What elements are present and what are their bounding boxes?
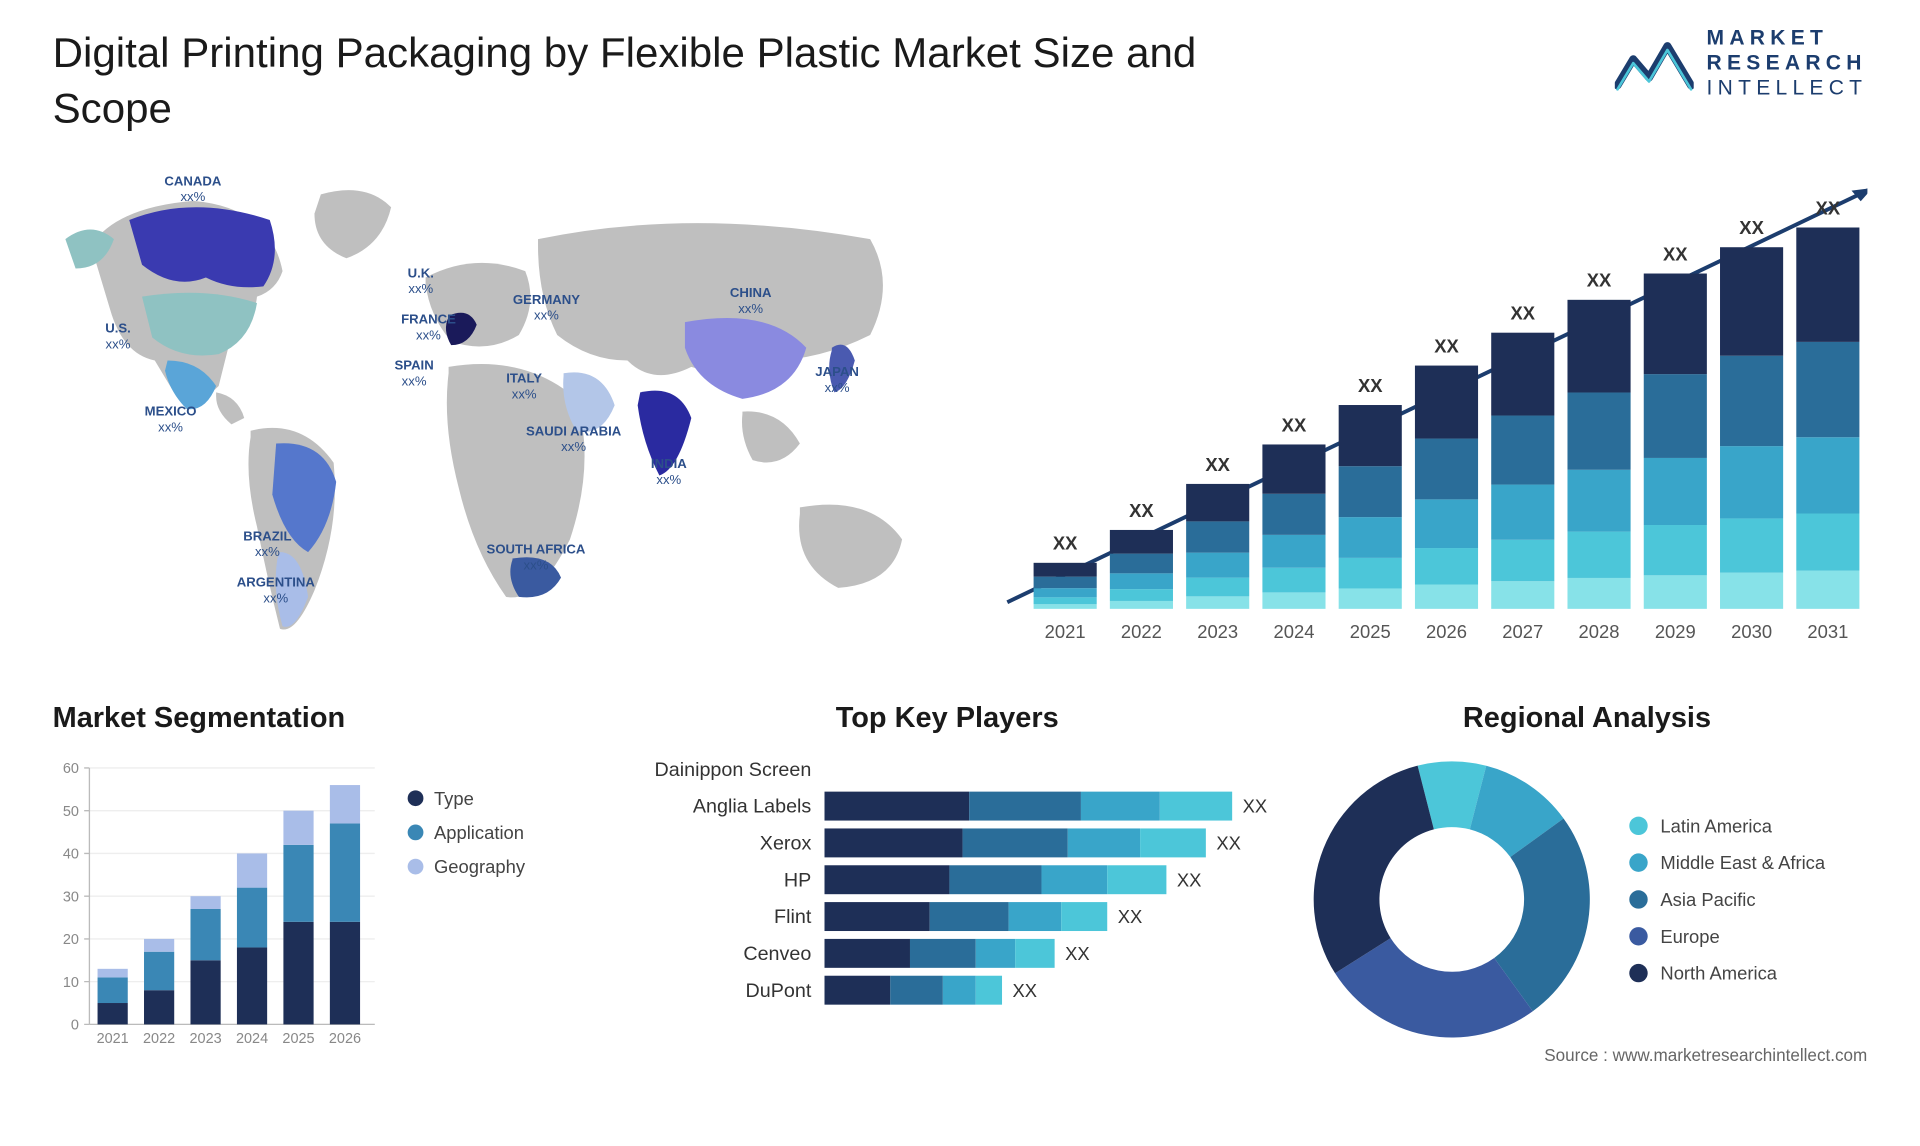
svg-text:2024: 2024 bbox=[1273, 621, 1314, 642]
svg-text:XX: XX bbox=[1129, 500, 1154, 521]
brand-logo: MARKET RESEARCH INTELLECT bbox=[1614, 26, 1867, 102]
segmentation-section: Market Segmentation 0 10 20 30 40 50 60 2021 202… bbox=[53, 701, 588, 1057]
svg-text:2026: 2026 bbox=[1426, 621, 1467, 642]
svg-text:2021: 2021 bbox=[1045, 621, 1086, 642]
player-row: Xerox XX bbox=[627, 829, 1267, 858]
map-label: CANADAxx% bbox=[164, 175, 221, 207]
regional-legend-item: Europe bbox=[1629, 926, 1825, 947]
map-label: ARGENTINAxx% bbox=[237, 576, 315, 608]
svg-text:0: 0 bbox=[71, 1018, 79, 1034]
map-label: FRANCExx% bbox=[401, 313, 456, 345]
player-row: Cenveo XX bbox=[627, 939, 1267, 968]
regional-section: Regional Analysis Latin America Middle Ea… bbox=[1307, 701, 1868, 1057]
svg-text:50: 50 bbox=[63, 804, 79, 820]
donut-chart bbox=[1307, 755, 1596, 1044]
svg-text:2026: 2026 bbox=[329, 1031, 361, 1047]
page-title: Digital Printing Packaging by Flexible P… bbox=[53, 26, 1237, 135]
segmentation-legend-item: Type bbox=[408, 788, 525, 809]
svg-text:20: 20 bbox=[63, 932, 79, 948]
regional-legend-item: Latin America bbox=[1629, 816, 1825, 837]
player-name: Flint bbox=[627, 906, 811, 928]
players-section: Top Key Players Dainippon Screen Anglia L… bbox=[627, 701, 1267, 1057]
svg-text:XX: XX bbox=[1053, 533, 1078, 554]
source-text: Source : www.marketresearchintellect.com bbox=[1544, 1045, 1867, 1065]
player-name: HP bbox=[627, 869, 811, 891]
player-row: DuPont XX bbox=[627, 976, 1267, 1005]
player-value: XX bbox=[1118, 906, 1143, 927]
svg-text:2025: 2025 bbox=[1350, 621, 1391, 642]
map-label: GERMANYxx% bbox=[513, 293, 580, 325]
logo-text-1: MARKET bbox=[1707, 26, 1868, 51]
svg-text:XX: XX bbox=[1205, 454, 1230, 475]
svg-text:XX: XX bbox=[1816, 198, 1841, 219]
svg-text:XX: XX bbox=[1282, 415, 1307, 436]
svg-text:2022: 2022 bbox=[1121, 621, 1162, 642]
map-label: SAUDI ARABIAxx% bbox=[526, 425, 621, 457]
player-row: HP XX bbox=[627, 866, 1267, 895]
player-name: Dainippon Screen bbox=[627, 758, 811, 780]
map-label: JAPANxx% bbox=[815, 366, 859, 398]
segmentation-title: Market Segmentation bbox=[53, 701, 588, 735]
svg-text:10: 10 bbox=[63, 975, 79, 991]
svg-text:60: 60 bbox=[63, 761, 79, 777]
map-label: SOUTH AFRICAxx% bbox=[487, 543, 586, 575]
svg-text:XX: XX bbox=[1587, 270, 1612, 291]
player-row: Anglia Labels XX bbox=[627, 792, 1267, 821]
map-label: BRAZILxx% bbox=[243, 530, 291, 562]
logo-text-2: RESEARCH bbox=[1707, 52, 1868, 77]
map-label: U.K.xx% bbox=[408, 267, 434, 299]
svg-text:2023: 2023 bbox=[190, 1031, 222, 1047]
svg-text:XX: XX bbox=[1739, 217, 1764, 238]
svg-text:XX: XX bbox=[1510, 303, 1535, 324]
map-label: MEXICOxx% bbox=[145, 405, 197, 437]
growth-chart: XX 2021 XX 2022 XX 2023 XX 2024 XX 2025 XX 2026 XX 20… bbox=[999, 162, 1867, 662]
regional-legend-item: Middle East & Africa bbox=[1629, 852, 1825, 873]
player-name: DuPont bbox=[627, 979, 811, 1001]
svg-text:2025: 2025 bbox=[282, 1031, 314, 1047]
map-label: SPAINxx% bbox=[395, 359, 434, 391]
map-label: U.S.xx% bbox=[105, 322, 131, 354]
segmentation-legend-item: Application bbox=[408, 822, 525, 843]
player-value: XX bbox=[1065, 943, 1090, 964]
players-chart: Dainippon ScreenAnglia LabelsXXXeroxXXHP… bbox=[627, 755, 1267, 1005]
regional-title: Regional Analysis bbox=[1307, 701, 1868, 735]
segmentation-chart: 0 10 20 30 40 50 60 2021 2022 2023 2024 2025 2026 bbox=[53, 755, 382, 1057]
world-map-section: CANADAxx% U.S.xx% MEXICOxx% BRAZILxx% ARGENT… bbox=[53, 162, 947, 662]
player-value: XX bbox=[1243, 796, 1268, 817]
regional-legend: Latin America Middle East & Africa Asia Pa… bbox=[1629, 816, 1825, 984]
map-label: INDIAxx% bbox=[651, 458, 687, 490]
svg-text:2030: 2030 bbox=[1731, 621, 1772, 642]
player-row: Dainippon Screen bbox=[627, 755, 1267, 784]
svg-text:40: 40 bbox=[63, 847, 79, 863]
player-name: Anglia Labels bbox=[627, 795, 811, 817]
logo-icon bbox=[1614, 38, 1693, 91]
svg-text:XX: XX bbox=[1663, 244, 1688, 265]
svg-text:2029: 2029 bbox=[1655, 621, 1696, 642]
svg-text:2022: 2022 bbox=[143, 1031, 175, 1047]
svg-text:2027: 2027 bbox=[1502, 621, 1543, 642]
logo-text-3: INTELLECT bbox=[1707, 77, 1868, 102]
player-value: XX bbox=[1013, 980, 1038, 1001]
svg-text:2031: 2031 bbox=[1807, 621, 1848, 642]
player-row: Flint XX bbox=[627, 902, 1267, 931]
regional-legend-item: North America bbox=[1629, 963, 1825, 984]
segmentation-legend-item: Geography bbox=[408, 856, 525, 877]
svg-text:2021: 2021 bbox=[97, 1031, 129, 1047]
player-name: Cenveo bbox=[627, 942, 811, 964]
svg-text:XX: XX bbox=[1358, 375, 1383, 396]
svg-text:30: 30 bbox=[63, 890, 79, 906]
segmentation-legend: Type Application Geography bbox=[408, 788, 525, 1058]
svg-text:2024: 2024 bbox=[236, 1031, 268, 1047]
map-label: ITALYxx% bbox=[506, 372, 542, 404]
svg-text:2028: 2028 bbox=[1579, 621, 1620, 642]
player-value: XX bbox=[1177, 869, 1202, 890]
regional-legend-item: Asia Pacific bbox=[1629, 889, 1825, 910]
svg-text:XX: XX bbox=[1434, 336, 1459, 357]
svg-text:2023: 2023 bbox=[1197, 621, 1238, 642]
player-value: XX bbox=[1216, 833, 1241, 854]
player-name: Xerox bbox=[627, 832, 811, 854]
players-title: Top Key Players bbox=[627, 701, 1267, 735]
map-label: CHINAxx% bbox=[730, 287, 772, 319]
